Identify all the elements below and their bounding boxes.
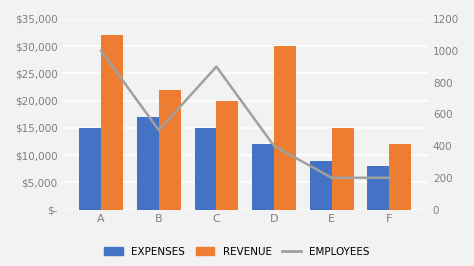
EMPLOYEES — [386, 176, 392, 179]
EMPLOYEES — [271, 144, 277, 148]
EMPLOYEES — [98, 49, 104, 52]
Line: EMPLOYEES: EMPLOYEES — [101, 51, 389, 178]
EMPLOYEES — [156, 128, 162, 132]
Bar — [79, 128, 101, 210]
Bar — [389, 144, 411, 210]
Bar — [101, 35, 123, 210]
EMPLOYEES — [329, 176, 335, 179]
Bar — [310, 161, 332, 210]
Bar — [367, 166, 389, 210]
EMPLOYEES — [214, 65, 219, 68]
Bar — [137, 117, 159, 210]
Bar — [274, 46, 296, 210]
Legend: EXPENSES, REVENUE, EMPLOYEES: EXPENSES, REVENUE, EMPLOYEES — [100, 242, 374, 261]
Bar — [252, 144, 274, 210]
Bar — [332, 128, 354, 210]
Bar — [159, 90, 181, 210]
Bar — [217, 101, 238, 210]
Bar — [194, 128, 217, 210]
